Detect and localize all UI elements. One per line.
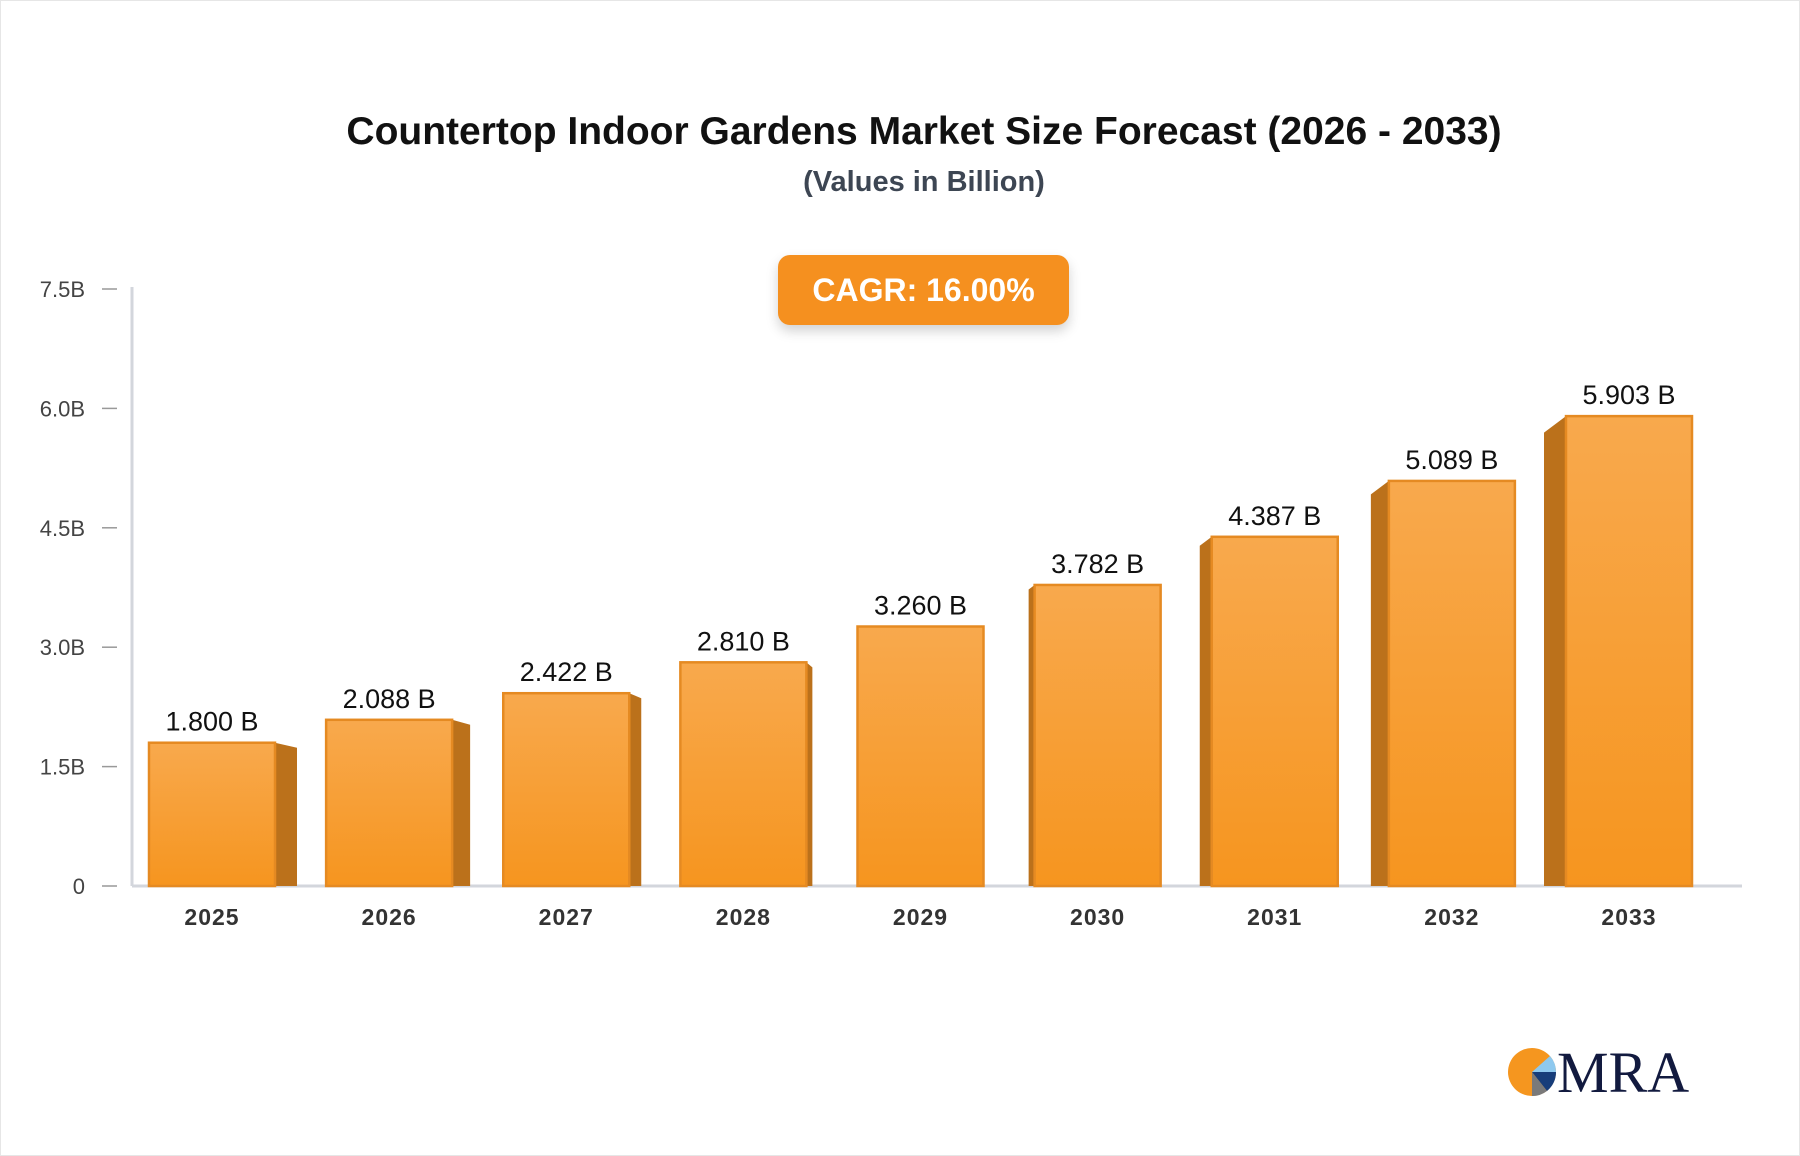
- bar: [1210, 535, 1339, 888]
- bar: [1387, 479, 1517, 888]
- y-tick-label: 4.5B: [40, 516, 85, 541]
- cagr-badge: CAGR: 16.00%: [778, 255, 1069, 325]
- bar: [856, 625, 985, 888]
- bar: [1033, 583, 1162, 888]
- bar-side: [1544, 416, 1566, 886]
- x-tick-label: 2029: [893, 904, 948, 930]
- bar-group: 5.903 B 2033: [1544, 380, 1694, 930]
- bar: [147, 741, 277, 888]
- x-tick-label: 2031: [1247, 904, 1302, 930]
- y-tick-label: 6.0B: [40, 396, 85, 421]
- bar-value-label: 5.903 B: [1582, 380, 1675, 410]
- x-tick-label: 2032: [1424, 904, 1479, 930]
- logo-text: MRA: [1557, 1040, 1689, 1100]
- bar-group: 2.422 B 2027: [502, 657, 642, 930]
- bar: [324, 718, 454, 888]
- bar-side: [629, 693, 642, 886]
- y-tick-label: 7.5B: [40, 277, 85, 302]
- bar-value-label: 5.089 B: [1405, 445, 1498, 475]
- x-tick-label: 2025: [184, 904, 239, 930]
- bar-group: 2.088 B 2026: [324, 684, 471, 930]
- bar-value-label: 3.260 B: [874, 591, 967, 621]
- bar: [502, 691, 631, 888]
- x-tick-label: 2026: [362, 904, 417, 930]
- bar-side: [1370, 480, 1389, 886]
- chart-title: Countertop Indoor Gardens Market Size Fo…: [346, 110, 1502, 153]
- bar-group: 3.782 B 2030: [1028, 549, 1162, 930]
- y-tick-label: 3.0B: [40, 635, 85, 660]
- bar-value-label: 3.782 B: [1051, 549, 1144, 579]
- y-tick-label: 0: [73, 874, 85, 899]
- bar-group: 3.260 B 2029: [856, 591, 985, 930]
- x-tick-label: 2030: [1070, 904, 1125, 930]
- bar-value-label: 2.088 B: [343, 684, 436, 714]
- bar-group: 5.089 B 2032: [1370, 445, 1517, 930]
- bar-value-label: 2.810 B: [697, 626, 790, 656]
- bar-group: 2.810 B 2028: [679, 626, 813, 930]
- bar-group: 1.800 B 2025: [147, 707, 297, 930]
- chart-subtitle: (Values in Billion): [803, 166, 1045, 198]
- bar-value-label: 1.800 B: [165, 707, 258, 737]
- bar: [1564, 414, 1694, 888]
- bar-group: 4.387 B 2031: [1199, 501, 1339, 930]
- bar-side: [452, 719, 471, 886]
- bar-side: [806, 662, 813, 886]
- bar-value-label: 2.422 B: [520, 657, 613, 687]
- x-tick-label: 2033: [1601, 904, 1656, 930]
- bar-side: [275, 742, 297, 886]
- x-tick-label: 2028: [716, 904, 771, 930]
- y-tick-label: 1.5B: [40, 755, 85, 780]
- bar-side: [1028, 584, 1035, 886]
- bar: [679, 661, 808, 888]
- bar-value-label: 4.387 B: [1228, 501, 1321, 531]
- mra-logo: MRA: [1508, 1040, 1689, 1100]
- bar-side: [1199, 536, 1212, 886]
- x-tick-label: 2027: [539, 904, 594, 930]
